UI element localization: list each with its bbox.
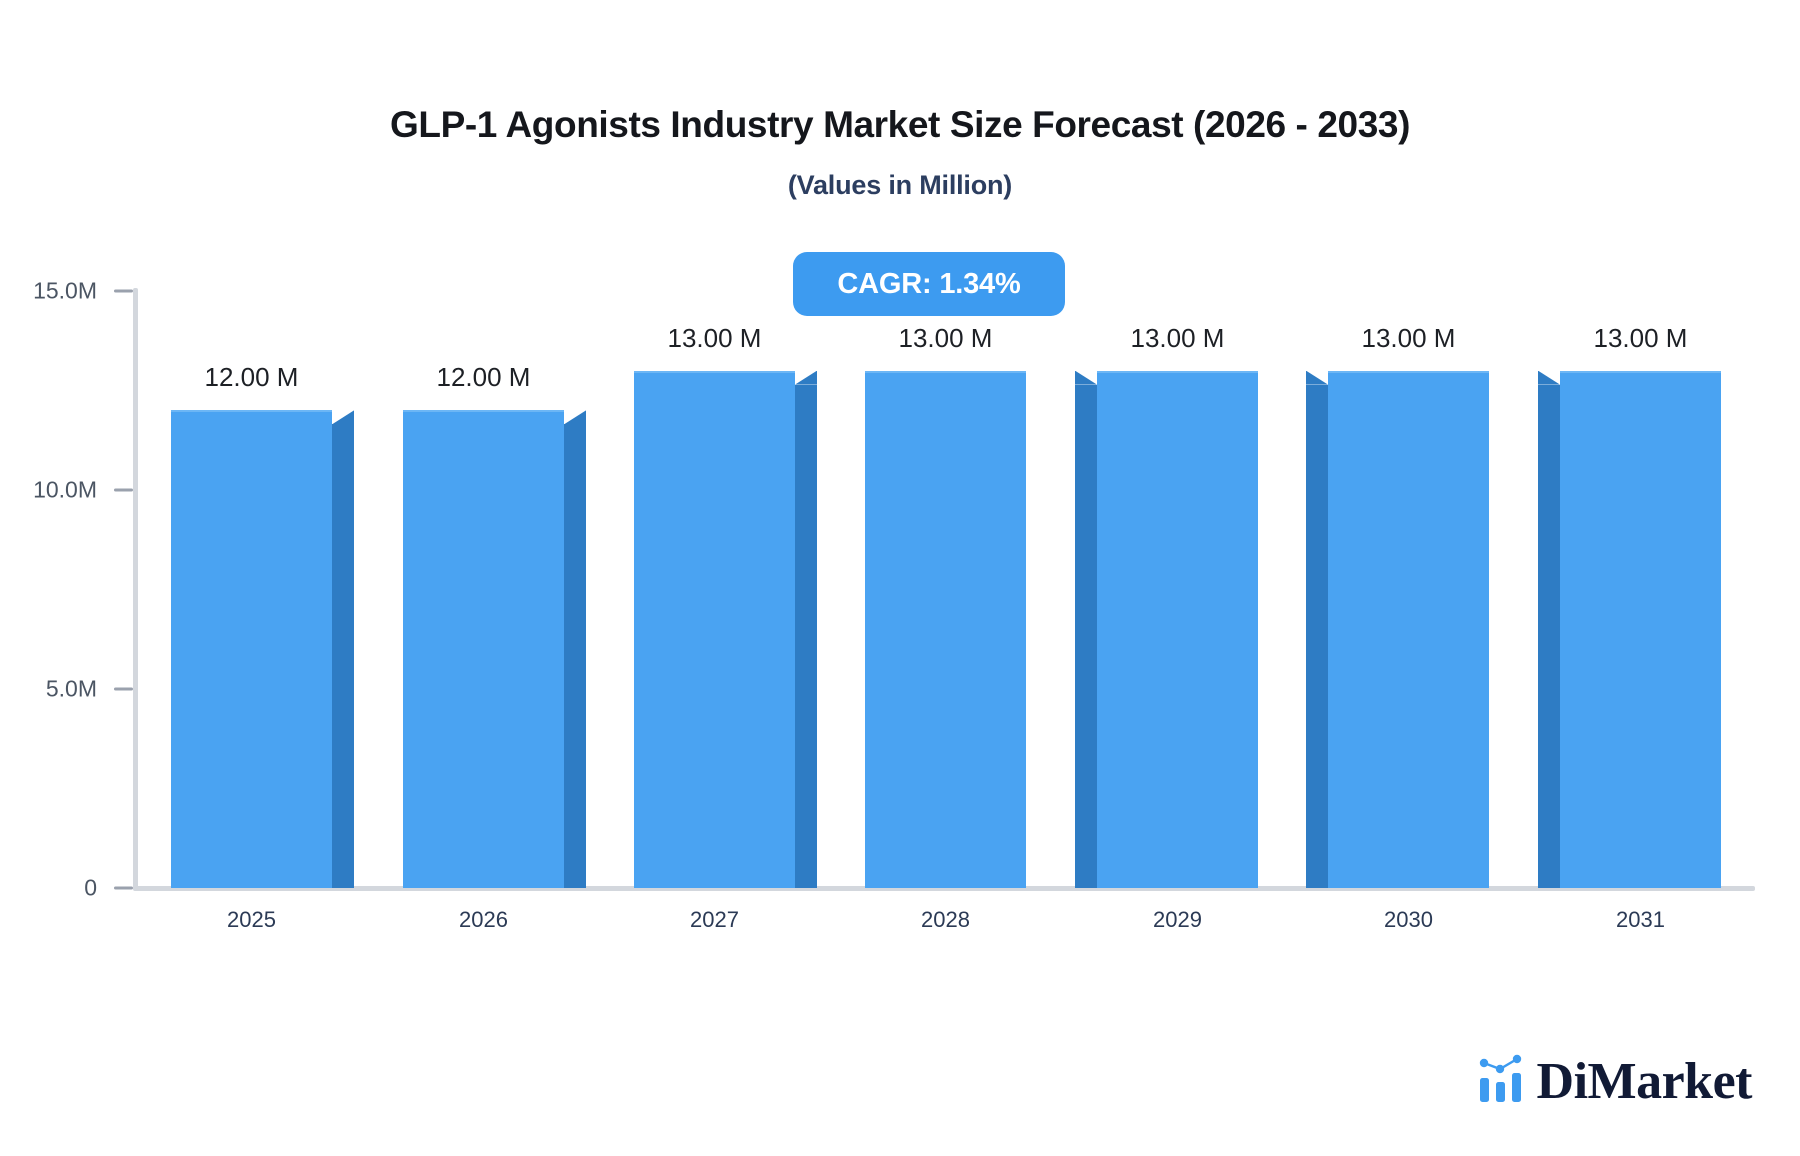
- x-axis-tick-label: 2031: [1616, 907, 1665, 932]
- y-axis-tick-mark: [114, 687, 133, 691]
- y-axis-tick-label: 15.0M: [33, 277, 97, 304]
- logo: DiMarket: [1478, 1052, 1753, 1110]
- y-axis-tick-group: 5.0M: [46, 676, 133, 703]
- x-axis-tick-label: 2026: [459, 907, 508, 932]
- bar-item[interactable]: [1538, 291, 1721, 888]
- bar-side-face: [564, 424, 586, 888]
- y-axis-line: [133, 288, 138, 890]
- bar-value-label: 13.00 M: [1593, 322, 1688, 353]
- y-axis-tick-group: 15.0M: [33, 278, 133, 305]
- bar-item[interactable]: [865, 291, 1026, 888]
- bar-side-face: [332, 424, 354, 888]
- bar-value-label: 12.00 M: [436, 362, 531, 393]
- y-axis-tick-group: 10.0M: [33, 477, 133, 504]
- bar-value-label: 13.00 M: [898, 322, 993, 353]
- bar-item[interactable]: [403, 291, 586, 888]
- bar-front-face: [865, 370, 1026, 888]
- bar-value-label: 13.00 M: [1361, 322, 1456, 353]
- bar-top-bevel: [1538, 370, 1560, 385]
- bar-front-face: [1560, 370, 1721, 888]
- x-axis-tick-label: 2028: [921, 907, 970, 932]
- x-axis-line: [133, 886, 1755, 891]
- y-axis-tick-mark: [114, 289, 133, 293]
- bar-top-bevel: [1306, 370, 1328, 385]
- page-title: GLP-1 Agonists Industry Market Size Fore…: [390, 104, 1410, 145]
- cagr-badge: CAGR: 1.34%: [793, 252, 1065, 316]
- bar-top-bevel: [332, 410, 354, 425]
- y-axis-tick-mark: [114, 488, 133, 492]
- bar-side-face: [1538, 384, 1560, 888]
- bar-side-face: [1306, 384, 1328, 888]
- x-axis-tick-label: 2030: [1384, 907, 1433, 932]
- bar-item[interactable]: [1306, 291, 1489, 888]
- y-axis-tick-group: 0: [84, 875, 133, 902]
- bar-side-face: [1075, 384, 1097, 888]
- cagr-badge-label: CAGR: 1.34%: [837, 267, 1021, 300]
- bar-item[interactable]: [171, 291, 354, 888]
- bar-front-face: [1097, 370, 1258, 888]
- bar-front-face: [171, 410, 332, 888]
- logo-text: DiMarket: [1536, 1052, 1753, 1110]
- y-axis-tick-label: 5.0M: [45, 675, 97, 702]
- bar-top-bevel: [795, 370, 817, 385]
- bar-front-face: [403, 410, 564, 888]
- bar-chart-icon: [1478, 1054, 1524, 1109]
- bar-top-bevel: [1075, 370, 1097, 385]
- x-axis-tick-label: 2029: [1153, 907, 1202, 932]
- bar-item[interactable]: [1075, 291, 1258, 888]
- bar-side-face: [795, 384, 817, 888]
- bar-top-bevel: [564, 410, 586, 425]
- bar-value-label: 13.00 M: [667, 322, 762, 353]
- bar-value-label: 13.00 M: [1130, 322, 1225, 353]
- y-axis-tick-mark: [114, 886, 133, 890]
- bar-front-face: [634, 370, 795, 888]
- y-axis-tick-label: 10.0M: [33, 476, 97, 503]
- bar-front-face: [1328, 370, 1489, 888]
- chart-subtitle: (Values in Million): [787, 170, 1013, 200]
- bar-item[interactable]: [634, 291, 817, 888]
- y-axis-tick-label: 0: [84, 874, 97, 901]
- x-axis-tick-label: 2027: [690, 907, 739, 932]
- bar-value-label: 12.00 M: [204, 362, 299, 393]
- x-axis-tick-label: 2025: [227, 907, 276, 932]
